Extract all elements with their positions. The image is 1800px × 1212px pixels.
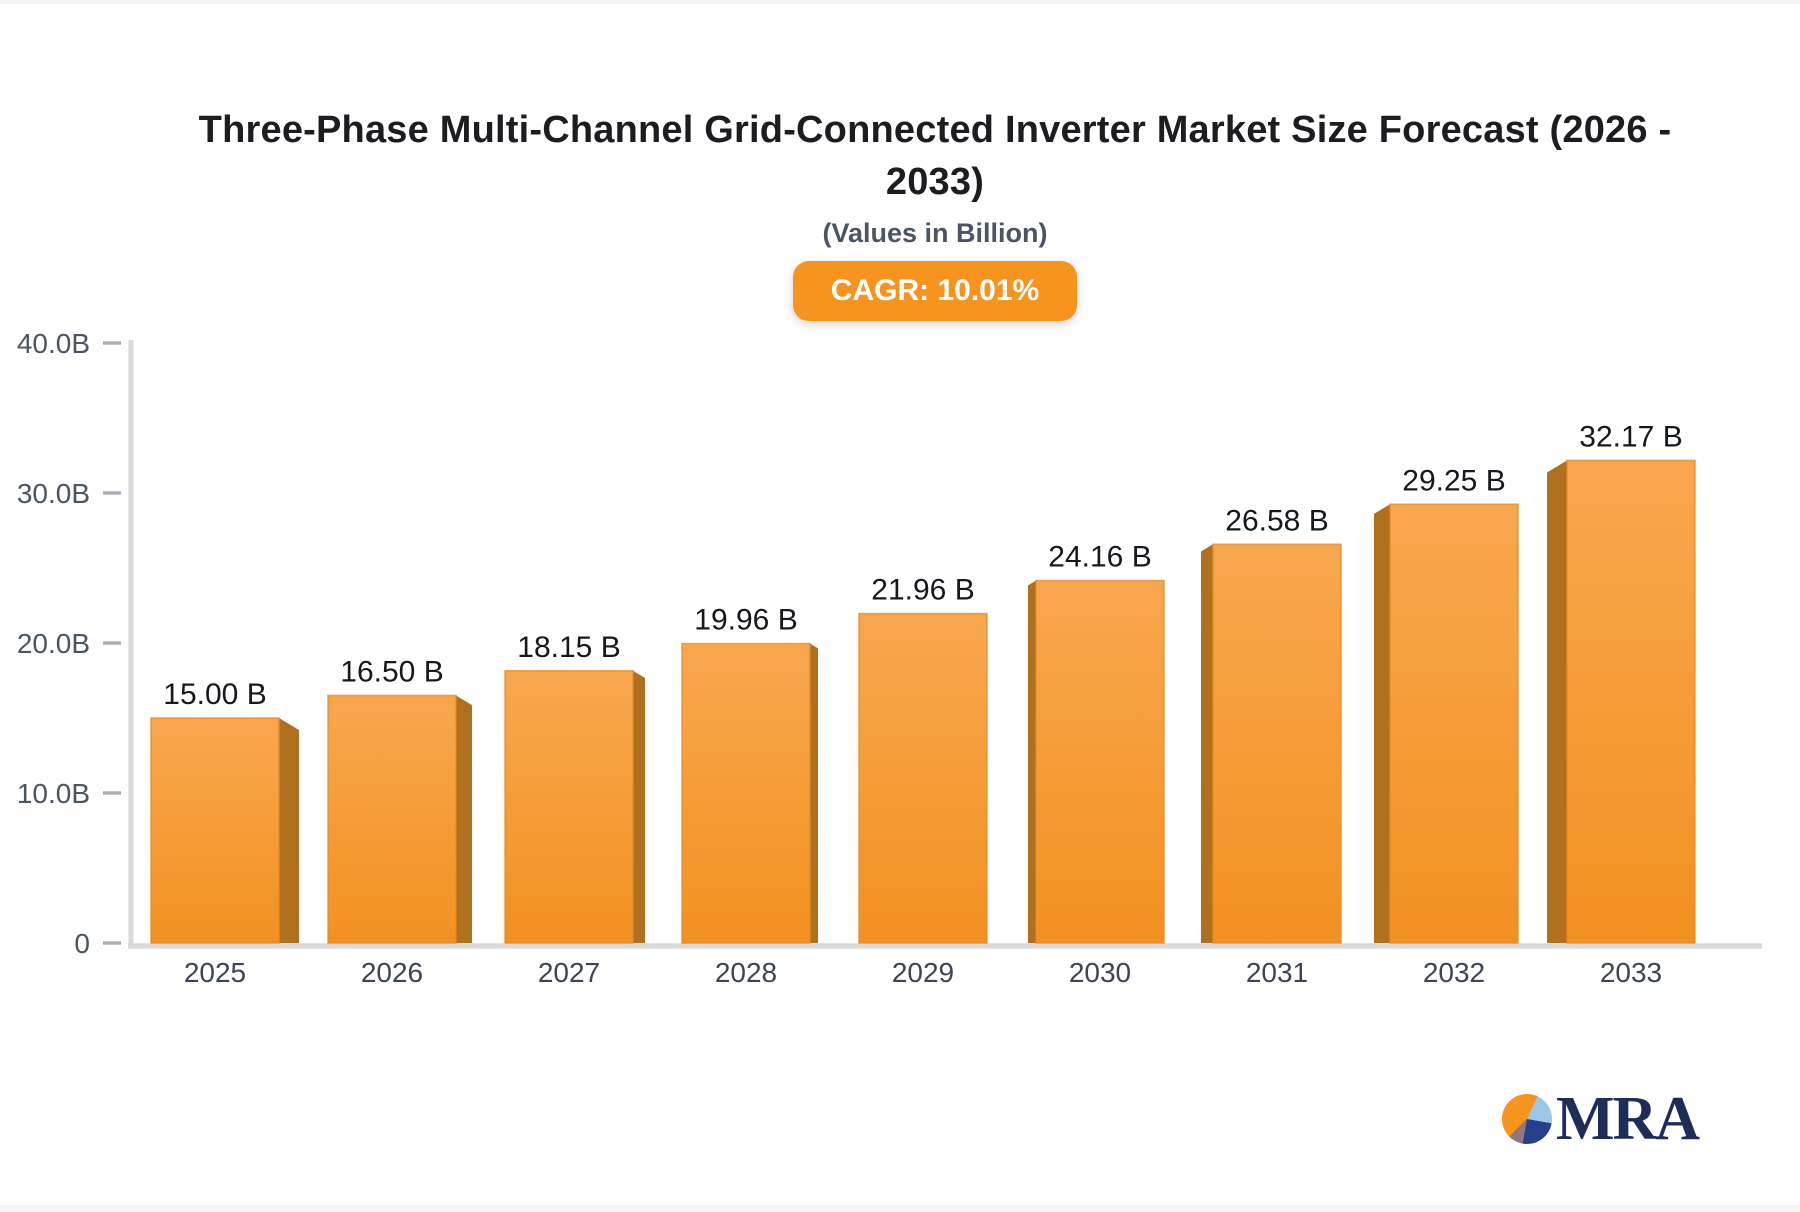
bar-value-label-2033: 32.17 B — [1579, 420, 1682, 453]
bar-side-face-2032 — [1374, 504, 1390, 943]
bar-value-label-2025: 15.00 B — [163, 678, 266, 711]
x-category-label-2026: 2026 — [361, 957, 423, 988]
cagr-badge: CAGR: 10.01% — [792, 261, 1078, 321]
y-tick-label: 10.0B — [17, 778, 90, 809]
bar-side-face-2026 — [456, 695, 472, 943]
bar-2028 — [681, 642, 811, 944]
bar-side-face-2025 — [279, 718, 299, 943]
chart-header: Three-Phase Multi-Channel Grid-Connected… — [70, 104, 1800, 321]
bar-2027 — [504, 669, 634, 944]
y-tick-label: 30.0B — [17, 478, 90, 509]
bar-side-face-2028 — [810, 643, 818, 943]
bar-value-label-2027: 18.15 B — [517, 631, 620, 664]
bar-2031 — [1212, 543, 1342, 944]
bar-value-label-2032: 29.25 B — [1402, 464, 1505, 497]
bar-value-label-2031: 26.58 B — [1225, 504, 1328, 537]
chart-subtitle: (Values in Billion) — [822, 218, 1048, 248]
x-category-label-2029: 2029 — [892, 957, 954, 988]
bar-side-face-2030 — [1028, 580, 1036, 943]
bar-2029 — [858, 612, 988, 944]
chart-title-line1: Three-Phase Multi-Channel Grid-Connected… — [198, 109, 1672, 151]
y-tick-label: 0 — [74, 928, 90, 959]
y-tick-label: 40.0B — [17, 328, 90, 359]
x-category-label-2025: 2025 — [184, 957, 246, 988]
bar-2025 — [150, 717, 280, 944]
chart-title-line2: 2033) — [885, 161, 985, 203]
bar-2030 — [1035, 579, 1165, 944]
x-category-label-2032: 2032 — [1423, 957, 1485, 988]
x-category-label-2027: 2027 — [538, 957, 600, 988]
logo: MRA — [1502, 1085, 1700, 1153]
x-category-label-2028: 2028 — [715, 957, 777, 988]
x-category-label-2031: 2031 — [1246, 957, 1308, 988]
bar-side-face-2033 — [1547, 460, 1567, 943]
bar-2026 — [327, 694, 457, 944]
page-top-edge — [0, 0, 1800, 4]
x-category-label-2030: 2030 — [1069, 957, 1131, 988]
chart-title: Three-Phase Multi-Channel Grid-Connected… — [70, 104, 1800, 208]
logo-pie-icon — [1502, 1094, 1552, 1144]
bar-2033 — [1566, 459, 1696, 944]
bar-side-face-2027 — [633, 670, 645, 943]
page-bottom-edge — [0, 1205, 1800, 1212]
bar-value-label-2026: 16.50 B — [340, 656, 443, 689]
bar-value-label-2029: 21.96 B — [871, 574, 974, 607]
logo-text: MRA — [1556, 1085, 1700, 1153]
bar-value-label-2030: 24.16 B — [1048, 541, 1151, 574]
y-tick-label: 20.0B — [17, 628, 90, 659]
bar-value-label-2028: 19.96 B — [694, 604, 797, 637]
bar-2032 — [1389, 503, 1519, 944]
bar-side-face-2031 — [1201, 544, 1213, 943]
x-category-label-2033: 2033 — [1600, 957, 1662, 988]
